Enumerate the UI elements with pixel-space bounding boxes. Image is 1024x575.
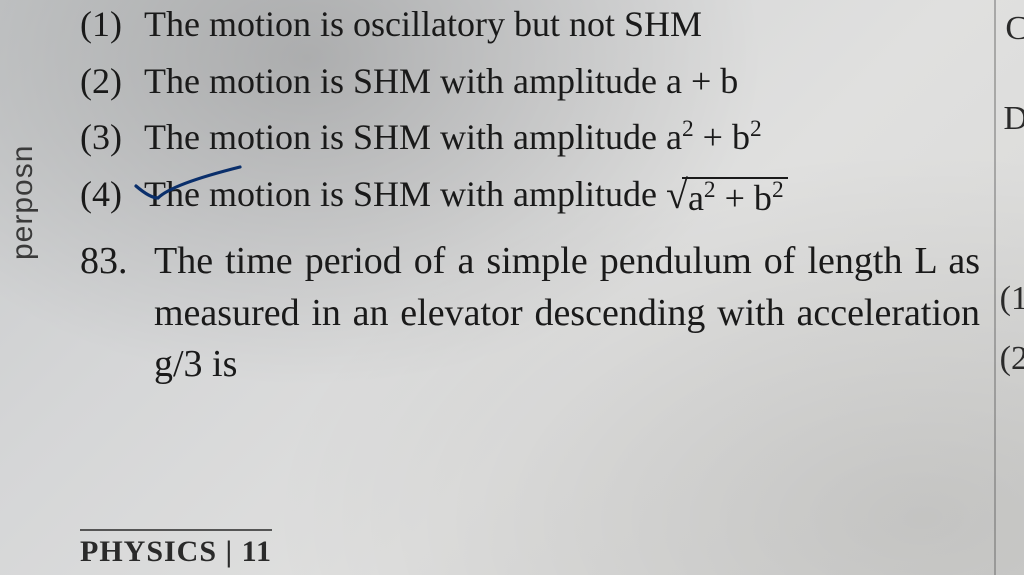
option-num: (4) (80, 170, 144, 219)
option-text: The motion is oscillatory but not SHM (144, 0, 980, 49)
edge-fragment: C (1005, 10, 1024, 48)
margin-handwriting: perposn (6, 145, 40, 260)
page-content: (1) The motion is oscillatory but not SH… (40, 0, 1000, 575)
option-num: (1) (80, 0, 144, 49)
question-num: 83. (80, 236, 154, 287)
question-text: The time period of a simple pendulum of … (154, 236, 980, 390)
option-text: The motion is SHM with amplitude a + b (144, 57, 980, 106)
page-footer: PHYSICS | 11 (80, 529, 272, 569)
option-text: The motion is SHM with amplitude a2 + b2 (144, 113, 980, 162)
option-text: The motion is SHM with amplitude √a2 + b… (144, 170, 980, 219)
column-rule (994, 0, 996, 575)
edge-fragment: (1 (1000, 280, 1024, 318)
option-3: (3) The motion is SHM with amplitude a2 … (80, 113, 980, 162)
option-1: (1) The motion is oscillatory but not SH… (80, 0, 980, 49)
option-4: (4) The motion is SHM with amplitude √a2… (80, 170, 980, 219)
edge-fragment: (2 (1000, 340, 1024, 378)
option-num: (2) (80, 57, 144, 106)
option-num: (3) (80, 113, 144, 162)
edge-fragment: D (1003, 100, 1024, 138)
question-83: 83. The time period of a simple pendulum… (80, 236, 980, 390)
option-2: (2) The motion is SHM with amplitude a +… (80, 57, 980, 106)
